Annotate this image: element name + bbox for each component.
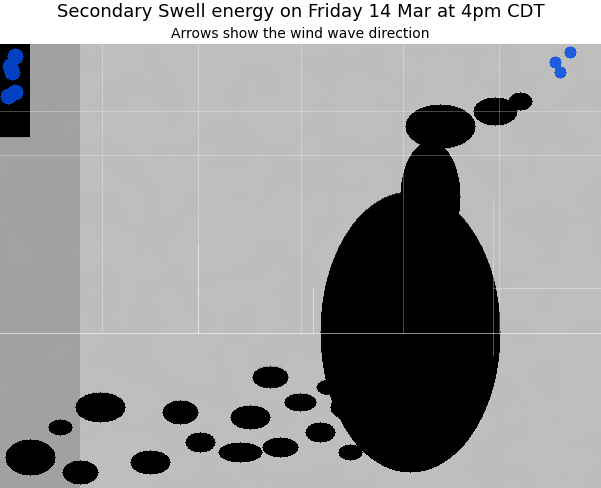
Text: Arrows show the wind wave direction: Arrows show the wind wave direction [171,27,430,41]
Text: Secondary Swell energy on Friday 14 Mar at 4pm CDT: Secondary Swell energy on Friday 14 Mar … [56,3,545,21]
